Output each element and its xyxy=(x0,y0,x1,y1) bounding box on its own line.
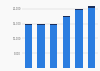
Bar xyxy=(88,8,96,68)
Bar xyxy=(37,24,45,68)
Bar xyxy=(62,17,70,68)
Bar xyxy=(24,25,32,68)
Bar xyxy=(24,24,32,25)
Bar xyxy=(62,16,70,17)
Bar xyxy=(88,6,96,8)
Bar xyxy=(50,24,57,25)
Bar xyxy=(75,9,83,10)
Bar xyxy=(75,10,83,68)
Bar xyxy=(50,25,57,68)
